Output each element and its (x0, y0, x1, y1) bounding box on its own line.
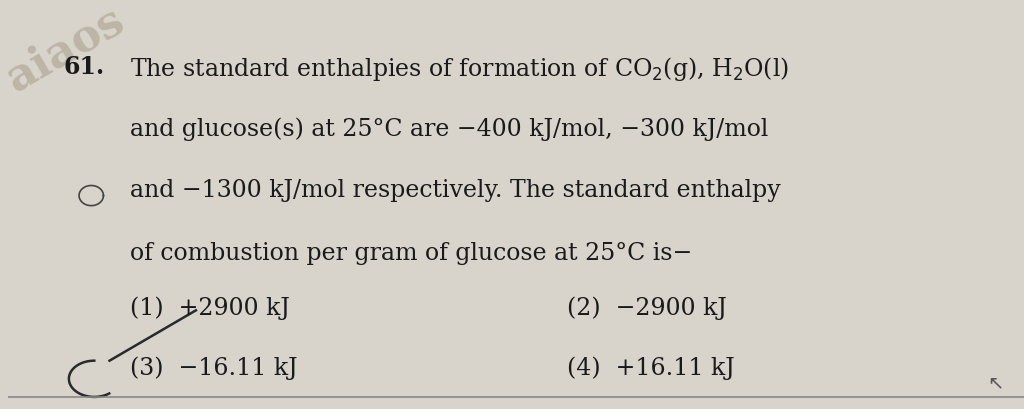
Text: The standard enthalpies of formation of CO$_2$(g), H$_2$O(l): The standard enthalpies of formation of … (130, 55, 790, 83)
Text: (4)  +16.11 kJ: (4) +16.11 kJ (566, 357, 734, 380)
Text: and −1300 kJ/mol respectively. The standard enthalpy: and −1300 kJ/mol respectively. The stand… (130, 180, 780, 202)
Text: $\nwarrow$: $\nwarrow$ (984, 374, 1004, 393)
Text: aiaos: aiaos (0, 0, 131, 100)
Text: (1)  +2900 kJ: (1) +2900 kJ (130, 296, 290, 320)
Text: (2)  −2900 kJ: (2) −2900 kJ (566, 296, 727, 320)
Text: and glucose(s) at 25°C are −400 kJ/mol, −300 kJ/mol: and glucose(s) at 25°C are −400 kJ/mol, … (130, 117, 768, 141)
Text: 61.: 61. (63, 55, 104, 79)
Text: (3)  −16.11 kJ: (3) −16.11 kJ (130, 357, 298, 380)
Text: of combustion per gram of glucose at 25°C is−: of combustion per gram of glucose at 25°… (130, 242, 692, 265)
